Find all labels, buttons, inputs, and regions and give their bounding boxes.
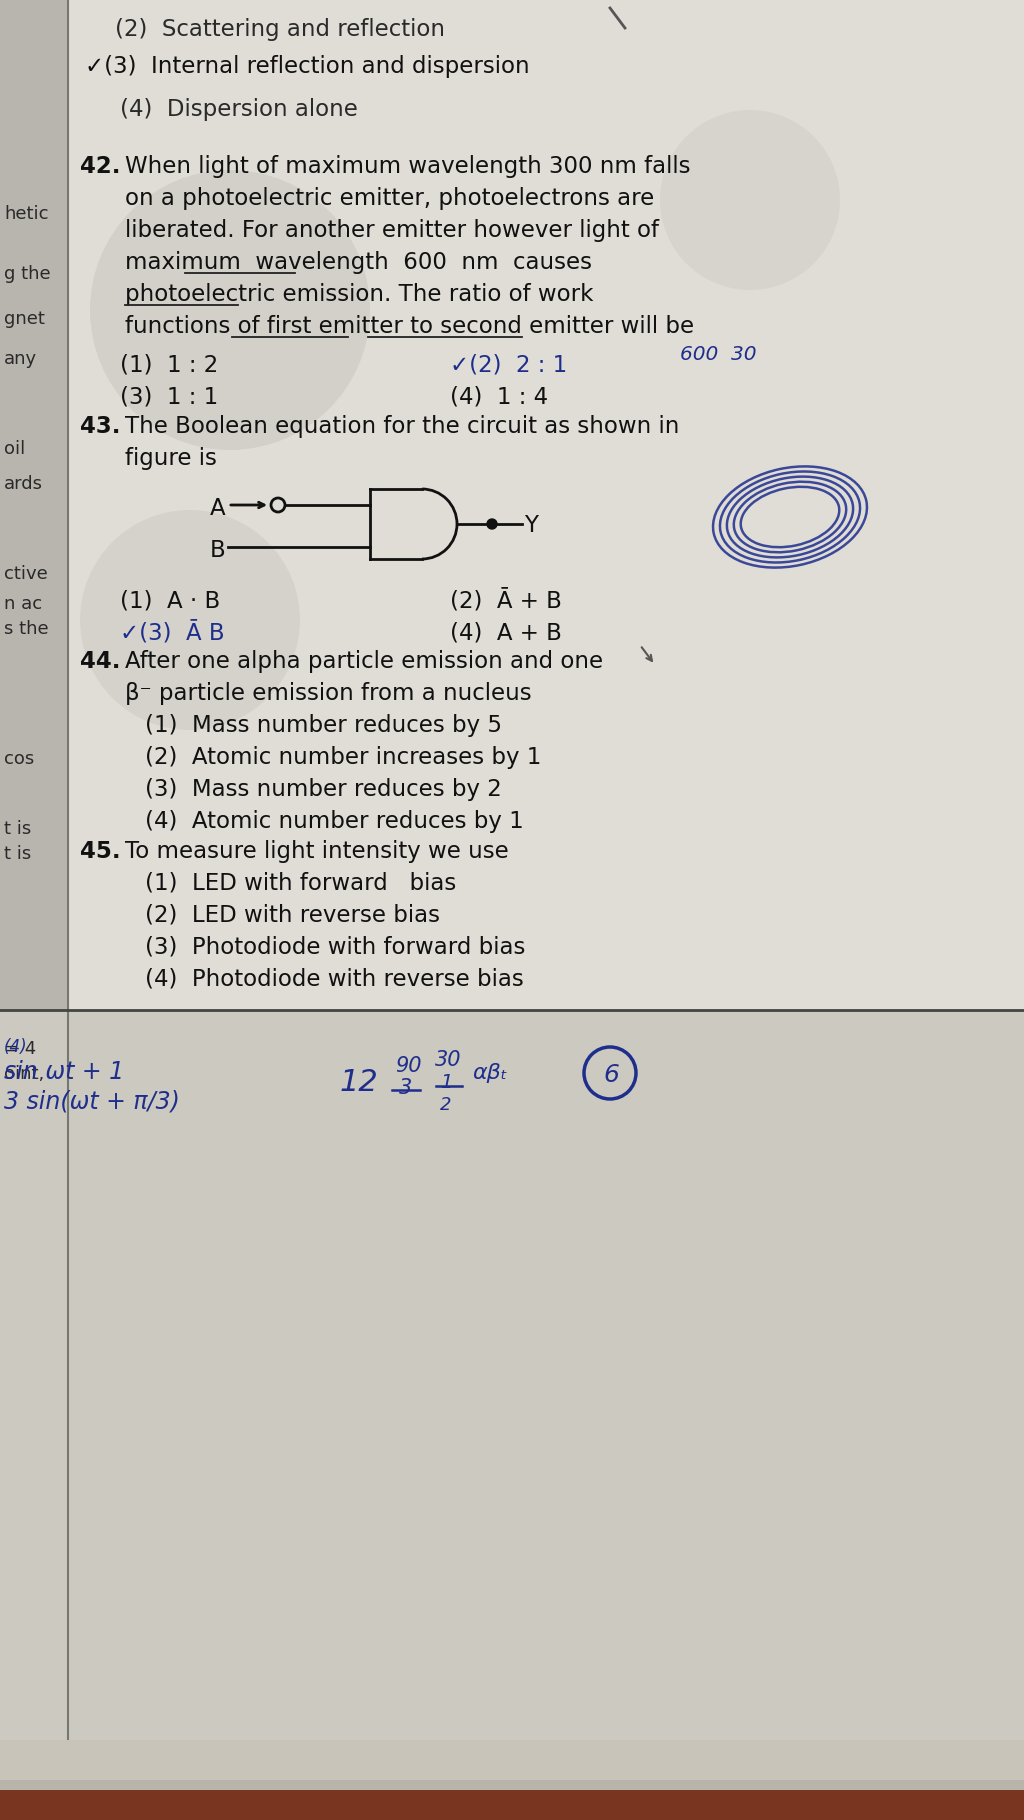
Text: gnet: gnet (4, 309, 45, 328)
Text: When light of maximum wavelength 300 nm falls: When light of maximum wavelength 300 nm … (125, 155, 690, 178)
Text: (2)  Scattering and reflection: (2) Scattering and reflection (115, 18, 445, 42)
Text: 90: 90 (395, 1056, 422, 1076)
Text: 3: 3 (399, 1077, 413, 1097)
Text: β⁻ particle emission from a nucleus: β⁻ particle emission from a nucleus (125, 682, 531, 704)
Text: (3)  Photodiode with forward bias: (3) Photodiode with forward bias (145, 935, 525, 959)
Text: (4)  Photodiode with reverse bias: (4) Photodiode with reverse bias (145, 968, 523, 992)
Bar (0, 0, 68, 1820)
Text: any: any (4, 349, 37, 368)
Text: After one alpha particle emission and one: After one alpha particle emission and on… (125, 650, 603, 673)
Text: (4): (4) (4, 1037, 28, 1056)
Text: figure is: figure is (125, 448, 217, 470)
Text: 12: 12 (340, 1068, 379, 1097)
Text: n ac: n ac (4, 595, 42, 613)
Bar (0, 1791, 1024, 1820)
Text: liberated. For another emitter however light of: liberated. For another emitter however l… (125, 218, 659, 242)
Text: To measure light intensity we use: To measure light intensity we use (125, 841, 509, 863)
Text: on a photoelectric emitter, photoelectrons are: on a photoelectric emitter, photoelectro… (125, 187, 654, 209)
Text: ✓(2)  2 : 1: ✓(2) 2 : 1 (450, 353, 567, 377)
Text: photoelectric emission. The ratio of work: photoelectric emission. The ratio of wor… (125, 282, 594, 306)
Text: (2)  Atomic number increases by 1: (2) Atomic number increases by 1 (145, 746, 542, 770)
Text: t is: t is (4, 844, 32, 863)
Text: (3)  1 : 1: (3) 1 : 1 (120, 386, 218, 408)
Text: ards: ards (4, 475, 43, 493)
Text: t is: t is (4, 821, 32, 837)
Text: ctive: ctive (4, 564, 48, 582)
Text: 2: 2 (440, 1096, 452, 1114)
Text: The Boolean equation for the circuit as shown in: The Boolean equation for the circuit as … (125, 415, 679, 439)
Text: oil: oil (4, 440, 26, 459)
Text: (1)  A · B: (1) A · B (120, 590, 220, 612)
Text: functions of first emitter to second emitter will be: functions of first emitter to second emi… (125, 315, 694, 339)
Bar (0, 1780, 1024, 1820)
Text: (2)  LED with reverse bias: (2) LED with reverse bias (145, 905, 440, 926)
Text: sin ωt + 1: sin ωt + 1 (4, 1059, 124, 1085)
Bar (0, 1010, 1024, 1820)
Text: (1)  Mass number reduces by 5: (1) Mass number reduces by 5 (145, 713, 502, 737)
Text: ✓(3)  Internal reflection and dispersion: ✓(3) Internal reflection and dispersion (85, 55, 529, 78)
Text: 42.: 42. (80, 155, 121, 178)
Circle shape (660, 109, 840, 289)
Text: αβₜ: αβₜ (472, 1063, 508, 1083)
Circle shape (90, 169, 370, 450)
Text: hetic: hetic (4, 206, 48, 224)
Text: (4)  1 : 4: (4) 1 : 4 (450, 386, 548, 408)
Text: B: B (210, 539, 225, 562)
Text: 45.: 45. (80, 841, 121, 863)
Text: (2)  Ā + B: (2) Ā + B (450, 590, 562, 613)
Text: ✓(3)  Ā B: ✓(3) Ā B (120, 621, 224, 644)
Text: 30: 30 (435, 1050, 462, 1070)
Text: s the: s the (4, 621, 48, 639)
Text: cos: cos (4, 750, 34, 768)
Circle shape (80, 510, 300, 730)
Text: (4)  Dispersion alone: (4) Dispersion alone (120, 98, 357, 120)
Text: maximum  wavelength  600  nm  causes: maximum wavelength 600 nm causes (125, 251, 592, 275)
Text: 3 sin(ωt + π/3): 3 sin(ωt + π/3) (4, 1090, 180, 1114)
Text: 43.: 43. (80, 415, 121, 439)
Circle shape (487, 519, 497, 530)
Text: (3)  Mass number reduces by 2: (3) Mass number reduces by 2 (145, 777, 502, 801)
Text: g the: g the (4, 266, 50, 282)
Bar (0, 1740, 1024, 1820)
Text: A: A (210, 497, 225, 521)
Text: 1: 1 (440, 1074, 453, 1092)
Text: oint,: oint, (4, 1065, 44, 1083)
Text: (4)  A + B: (4) A + B (450, 621, 562, 644)
Text: Y: Y (524, 513, 538, 537)
Text: (1)  LED with forward   bias: (1) LED with forward bias (145, 872, 457, 895)
Text: (4)  Atomic number reduces by 1: (4) Atomic number reduces by 1 (145, 810, 523, 834)
Text: 600  30: 600 30 (680, 346, 757, 364)
Text: 6: 6 (603, 1063, 618, 1087)
Text: = 4: = 4 (4, 1039, 36, 1057)
Text: 44.: 44. (80, 650, 121, 673)
Text: (1)  1 : 2: (1) 1 : 2 (120, 353, 218, 377)
